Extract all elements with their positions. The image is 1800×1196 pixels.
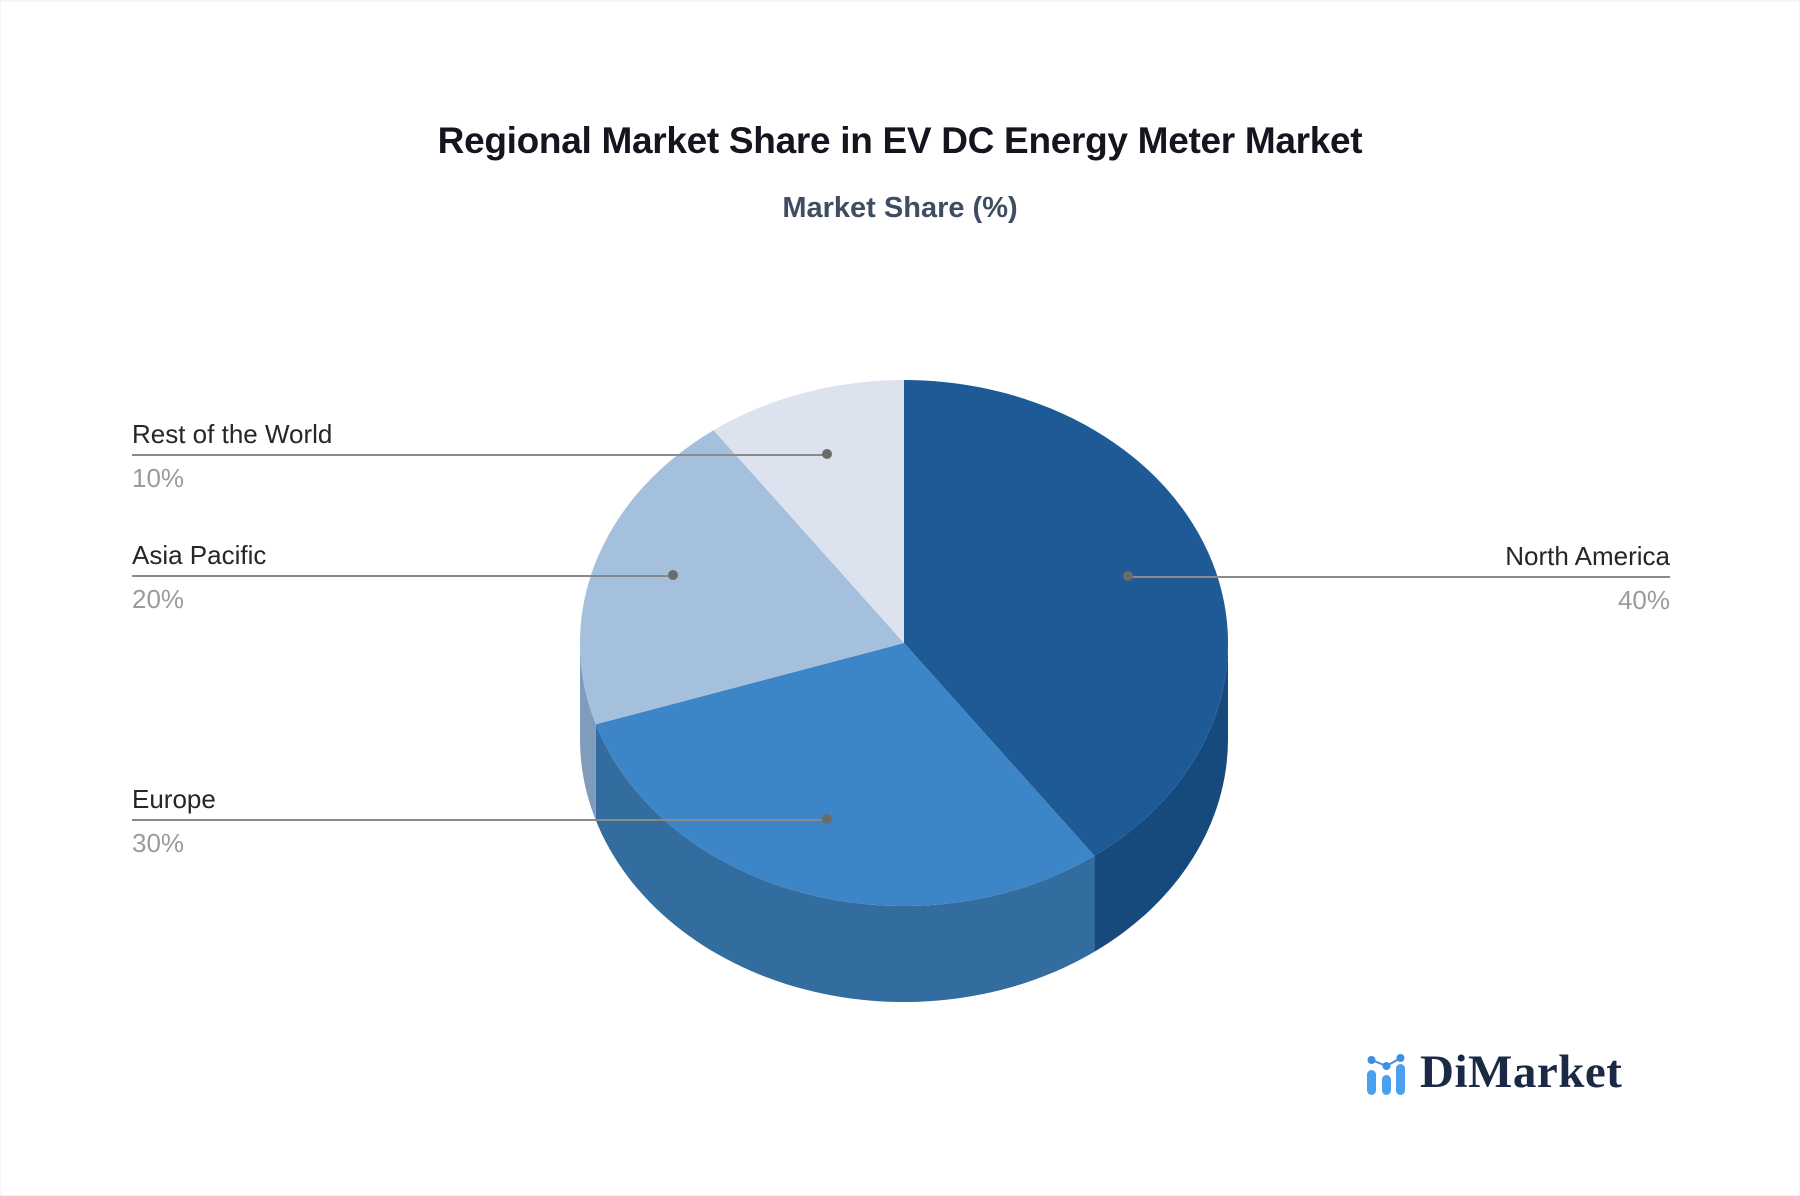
callout-label: North America xyxy=(1128,537,1670,578)
callout-dot-rest-of-the-world xyxy=(822,449,832,459)
pie-slice-rest-of-the-world xyxy=(713,379,904,643)
callout-percent: 30% xyxy=(132,828,185,858)
callout-asia-pacific: Asia Pacific 20% xyxy=(132,536,673,612)
chart-subtitle: Market Share (%) xyxy=(782,192,1018,224)
pie-slice-asia-pacific xyxy=(579,430,904,725)
callout-north-america: North America 40% xyxy=(1128,537,1670,613)
pie-side-europe xyxy=(595,724,1095,1003)
callout-label: Asia Pacific xyxy=(132,536,673,577)
callout-percent: 40% xyxy=(1617,585,1670,615)
chart-title: Regional Market Share in EV DC Energy Me… xyxy=(437,120,1363,161)
callout-percent: 10% xyxy=(132,463,185,493)
callout-europe: Europe 30% xyxy=(132,780,827,856)
callout-dot-asia-pacific xyxy=(668,570,678,580)
callout-dot-north-america xyxy=(1123,571,1133,581)
pie-slice-europe xyxy=(595,643,1095,907)
callout-dot-europe xyxy=(822,814,832,824)
callout-rest-of-the-world: Rest of the World 10% xyxy=(132,415,828,491)
pie-side-north-america xyxy=(1094,643,1228,952)
pie-side-asia-pacific xyxy=(579,643,596,821)
dimarket-logo: DiMarket xyxy=(1366,1044,1622,1096)
bar-line-chart-icon xyxy=(1367,1054,1405,1095)
logo-text: DiMarket xyxy=(1420,1046,1623,1098)
callout-percent: 20% xyxy=(132,584,185,614)
pie-slice-north-america xyxy=(904,380,1229,856)
callout-label: Rest of the World xyxy=(132,415,828,456)
callout-label: Europe xyxy=(132,780,827,821)
